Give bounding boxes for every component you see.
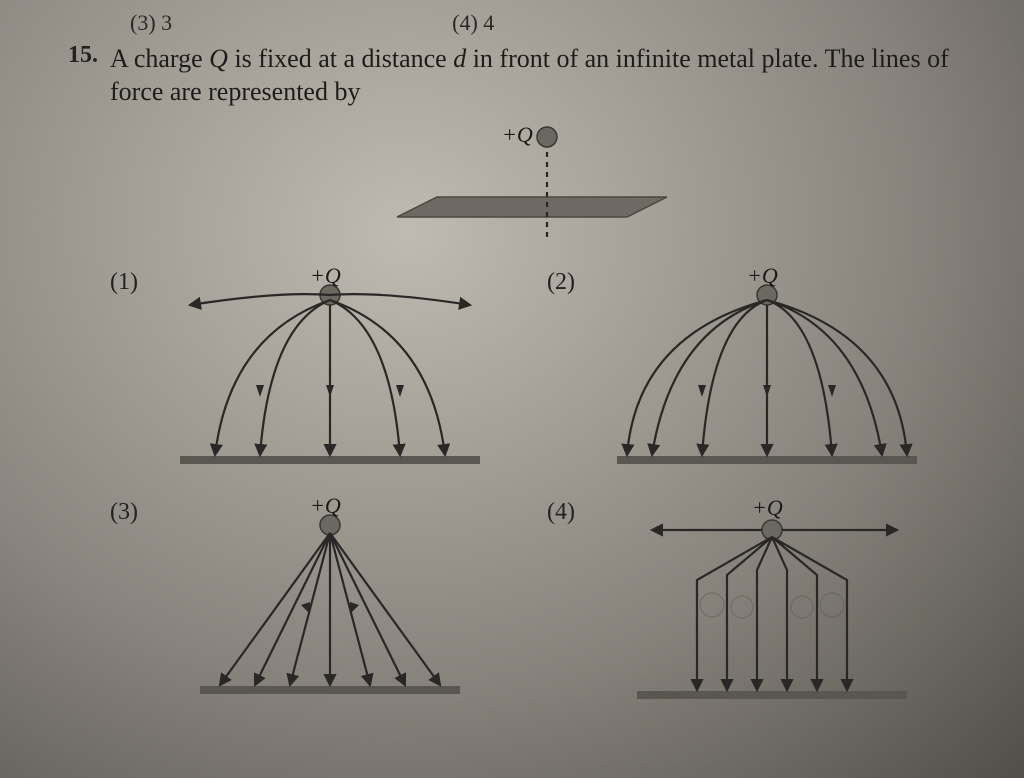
question-number: 15. xyxy=(60,42,98,69)
svg-text:+Q: +Q xyxy=(310,495,341,518)
question-text: A charge Q is fixed at a distance d in f… xyxy=(110,42,980,109)
options-grid: (1) +Q xyxy=(60,265,994,715)
plate-3d xyxy=(397,197,667,217)
option-4: (4) +Q xyxy=(547,495,964,715)
svg-text:+Q: +Q xyxy=(752,495,783,520)
prev-opt-3: (3) 3 xyxy=(130,10,172,36)
svg-text:+Q: +Q xyxy=(747,265,778,288)
option-3-label: (3) xyxy=(110,495,146,526)
page-content: (3) 3 (4) 4 15. A charge Q is fixed at a… xyxy=(0,0,1024,778)
option-2-label: (2) xyxy=(547,265,583,296)
option-4-label: (4) xyxy=(547,495,583,526)
option-1-figure: +Q xyxy=(160,265,500,485)
option-1-label: (1) xyxy=(110,265,146,296)
charge-dot xyxy=(537,127,557,147)
option-1: (1) +Q xyxy=(110,265,527,485)
option-2: (2) +Q xyxy=(547,265,964,485)
option-3-figure: +Q xyxy=(160,495,500,715)
option-4-figure: +Q xyxy=(597,495,937,715)
previous-question-options: (3) 3 (4) 4 xyxy=(130,10,994,36)
setup-figure: +Q xyxy=(327,117,727,257)
svg-text:+Q: +Q xyxy=(310,265,341,288)
setup-svg: +Q xyxy=(327,117,727,257)
question-row: 15. A charge Q is fixed at a distance d … xyxy=(60,42,994,109)
prev-opt-4: (4) 4 xyxy=(452,10,494,36)
setup-charge-label: +Q xyxy=(502,122,533,147)
option-3: (3) +Q xyxy=(110,495,527,715)
option-2-figure: +Q xyxy=(597,265,937,485)
